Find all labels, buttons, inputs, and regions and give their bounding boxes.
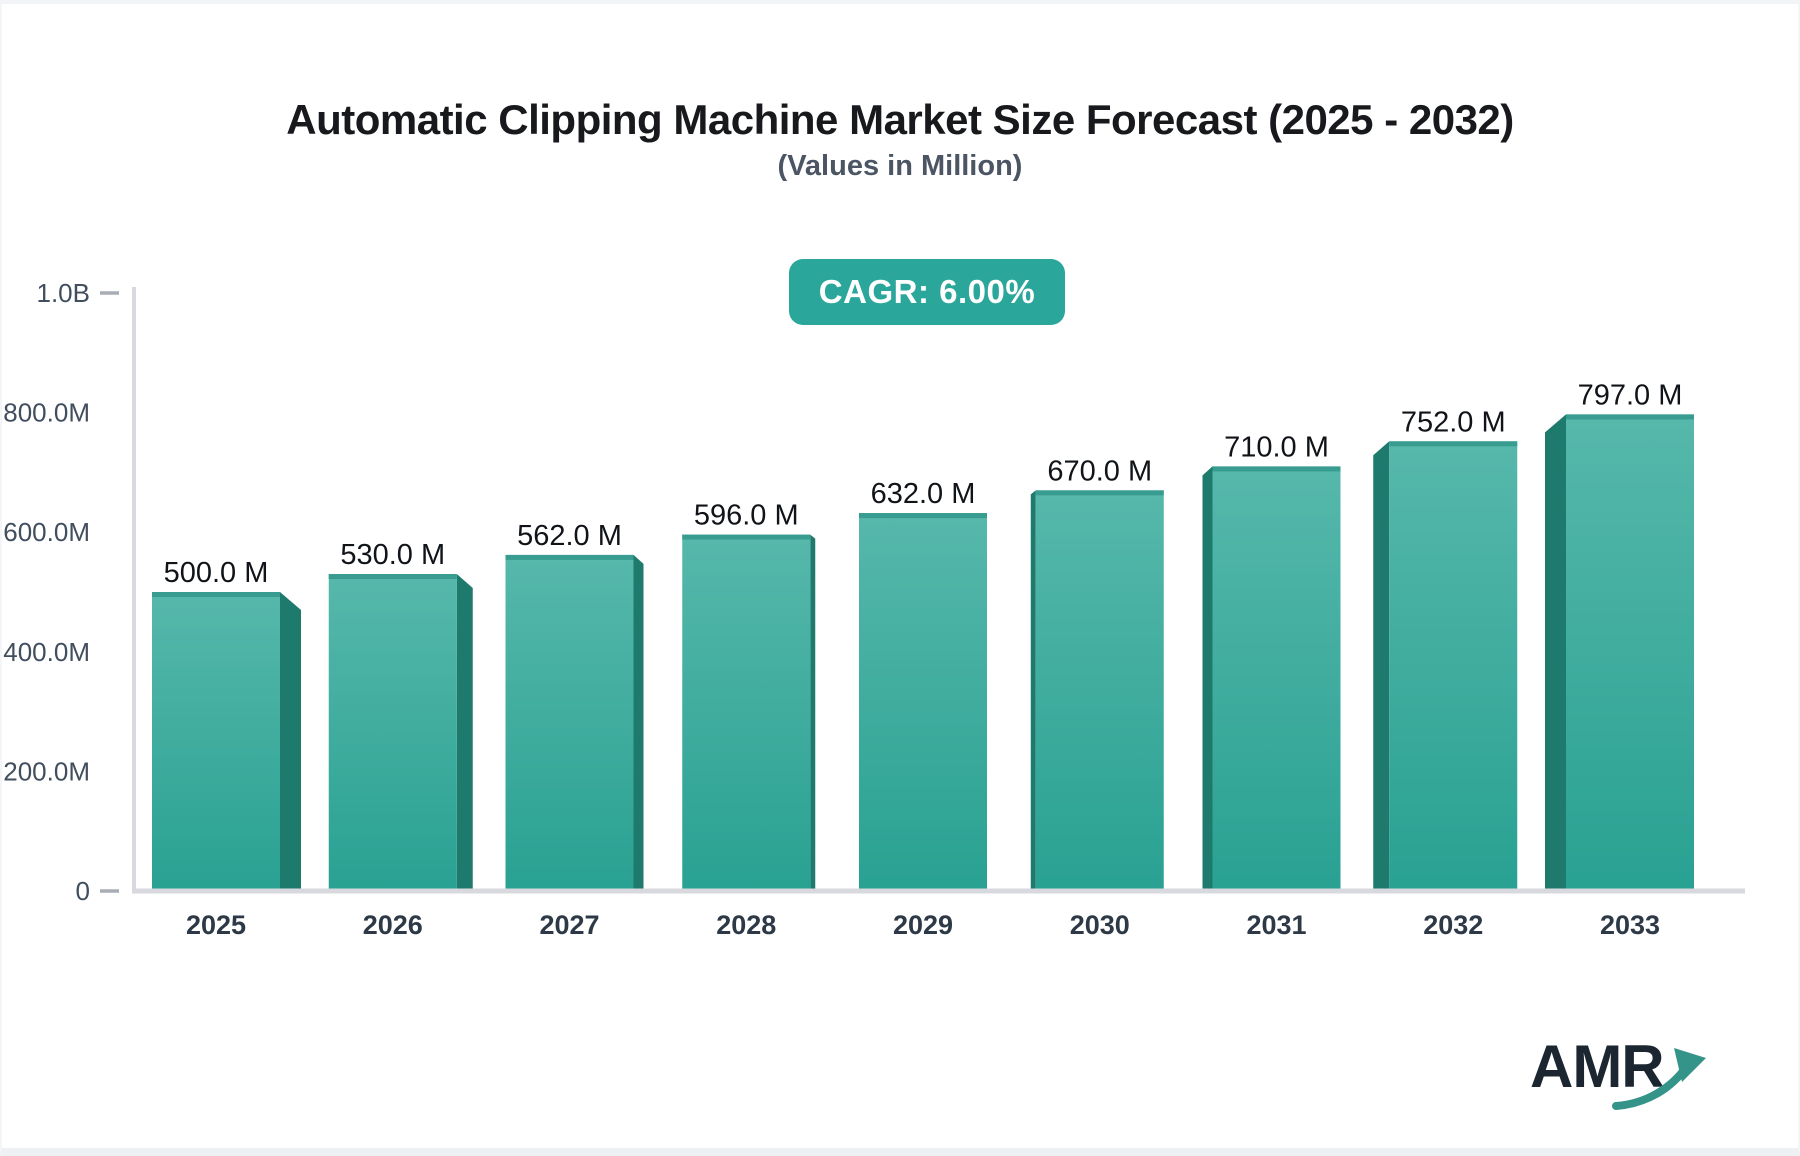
- bar-top-edge: [505, 554, 634, 560]
- bar-top-edge: [859, 513, 987, 519]
- bar-top-edge: [1212, 466, 1341, 472]
- bar-top-edge: [1389, 441, 1518, 447]
- x-axis-category-label: 2031: [1246, 910, 1306, 940]
- logo-text: AMR: [1530, 1033, 1665, 1100]
- bar-value-label: 596.0 M: [694, 500, 799, 532]
- bar: [505, 554, 634, 891]
- bar: [1035, 490, 1164, 891]
- bar: [682, 534, 811, 891]
- bar-side-panel: [633, 554, 644, 891]
- bar-value-label: 500.0 M: [164, 557, 269, 589]
- bar-value-label: 562.0 M: [517, 520, 622, 552]
- x-axis-category-label: 2029: [893, 910, 953, 940]
- y-axis-tick-label: 600.0M: [3, 517, 90, 547]
- bar-side-panel: [1373, 441, 1390, 891]
- bar-side-panel: [280, 592, 301, 891]
- bar: [328, 574, 457, 891]
- bars-layer: [152, 414, 1694, 891]
- chart-title: Automatic Clipping Machine Market Size F…: [286, 96, 1514, 143]
- growth-arrow-icon: [1612, 1048, 1706, 1110]
- y-axis-tick-label: 800.0M: [3, 398, 90, 428]
- bar: [859, 513, 987, 891]
- x-axis-category-label: 2027: [539, 910, 599, 940]
- bar-top-edge: [1566, 414, 1694, 420]
- y-axis-tick-label: 400.0M: [3, 637, 90, 667]
- bar-top-edge: [1035, 490, 1164, 496]
- bar: [1389, 441, 1518, 891]
- bar-side-panel: [1202, 466, 1213, 891]
- bar-side-panel: [1545, 414, 1566, 891]
- bar: [1566, 414, 1694, 891]
- bar-value-label: 632.0 M: [871, 478, 976, 510]
- x-axis-category-label: 2026: [363, 910, 423, 940]
- bar-top-edge: [152, 592, 280, 597]
- x-axis-category-label: 2028: [716, 910, 776, 940]
- bar: [152, 592, 280, 891]
- bar-top-edge: [328, 574, 457, 580]
- x-axis-category-label: 2033: [1600, 910, 1660, 940]
- bar-top-edge: [682, 534, 811, 540]
- bar-chart: 500.0 M 2025 530.0 M 2026 562.0 M 2027 596.0 M…: [3, 278, 1745, 940]
- x-axis-category-label: 2032: [1423, 910, 1483, 940]
- y-axis-tick-label: 1.0B: [37, 278, 91, 308]
- amr-logo: AMR: [1530, 1032, 1730, 1122]
- bar-value-label: 752.0 M: [1401, 406, 1506, 438]
- axis-layer: [100, 287, 1745, 894]
- x-axis-category-label: 2025: [186, 910, 246, 940]
- x-axis-category-label: 2030: [1070, 910, 1130, 940]
- cagr-badge: CAGR: 6.00%: [789, 259, 1065, 325]
- bar-side-panel: [456, 574, 473, 891]
- bar-value-label: 530.0 M: [340, 539, 445, 571]
- chart-subtitle: (Values in Million): [777, 150, 1023, 182]
- y-axis-tick-label: 200.0M: [3, 756, 90, 786]
- bar-side-panel: [810, 534, 816, 891]
- y-axis-tick-label: 0: [76, 876, 90, 906]
- bar-value-label: 710.0 M: [1224, 431, 1329, 463]
- bar-value-label: 670.0 M: [1047, 455, 1152, 487]
- labels-layer: 500.0 M 2025 530.0 M 2026 562.0 M 2027 596.0 M…: [3, 278, 1682, 940]
- bar-side-panel: [1030, 490, 1036, 891]
- bar: [1212, 466, 1341, 891]
- bar-value-label: 797.0 M: [1578, 379, 1683, 411]
